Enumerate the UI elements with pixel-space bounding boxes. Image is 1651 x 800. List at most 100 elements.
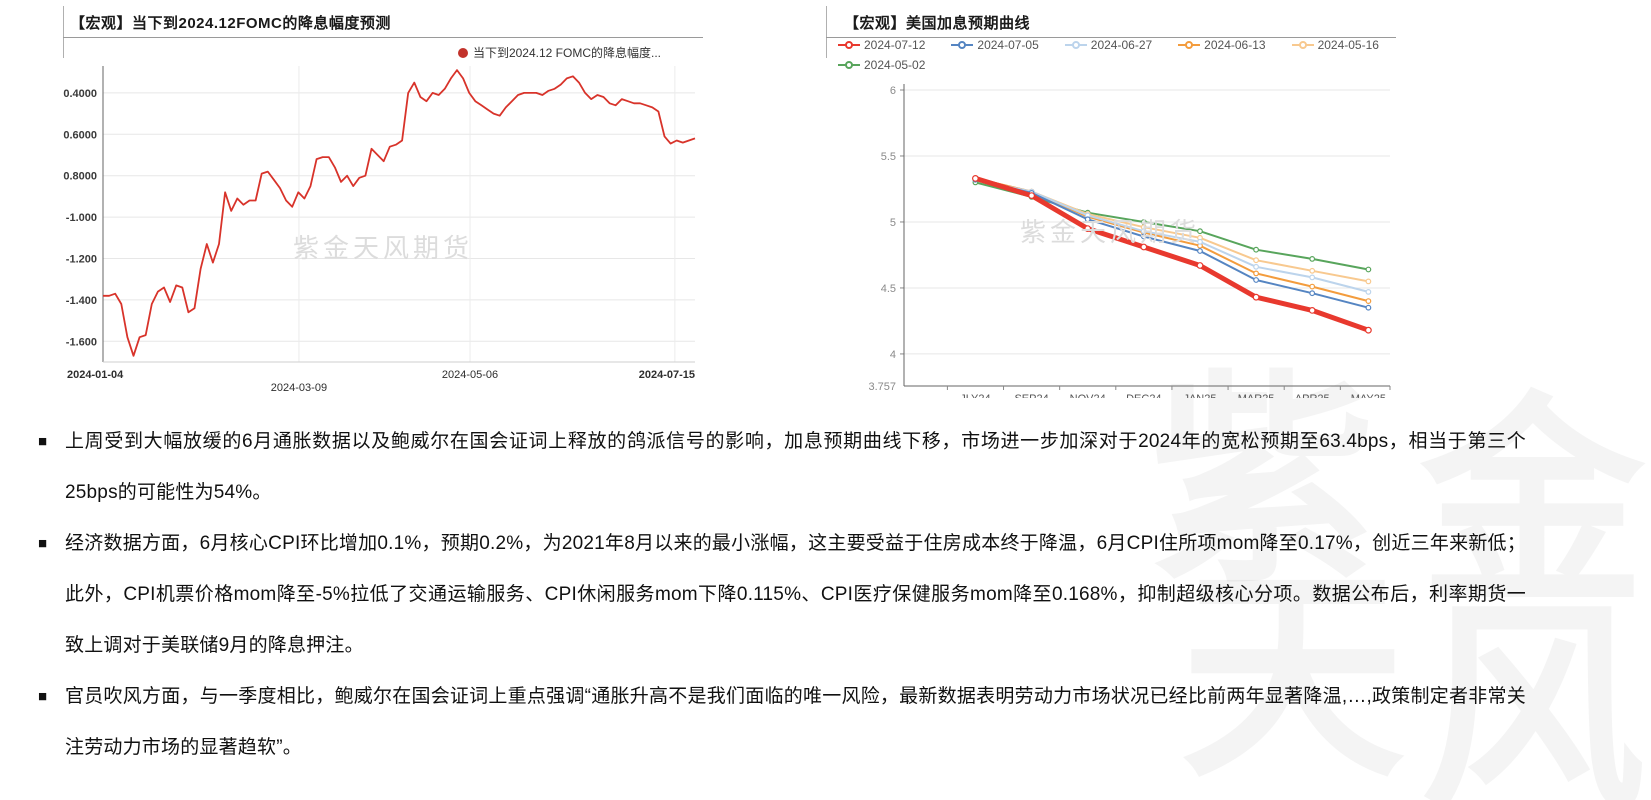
y-axis-min-label: 3.757 [868,381,896,393]
data-point-2024-05-02 [1140,219,1147,225]
bullet-text: 官员吹风方面，与一季度相比，鲍威尔在国会证词上重点强调“通胀升高不是我们面临的唯… [65,686,1526,758]
data-point-2024-05-02 [1197,228,1203,235]
data-point-2024-06-27 [1309,274,1316,281]
legend-dot-icon [457,47,468,58]
data-point-2024-05-02 [1365,266,1372,273]
legend-item-2024-05-16[interactable]: 2024-05-16 [1291,38,1379,52]
legend-label: 2024-06-13 [1204,38,1266,52]
legend-label: 2024-06-27 [1090,38,1153,52]
data-point-2024-06-13 [1309,283,1316,290]
series-line-2024-07-12 [974,176,1370,333]
x-axis-label: JLY24 [960,393,990,398]
data-point-2024-07-05 [1197,248,1203,254]
y-axis-label: -0.8000 [63,171,97,183]
title-divider [63,37,703,38]
panel-left-border [63,6,64,58]
legend-line-circle-icon [1064,40,1087,50]
data-point-2024-07-12 [971,174,979,182]
legend-item-2024-05-02[interactable]: 2024-05-02 [838,58,925,72]
data-point-2024-05-16 [1365,278,1372,285]
bullet-marker: ■ [38,535,48,552]
data-point-2024-06-27 [1365,288,1372,295]
data-point-2024-07-12 [1252,293,1260,301]
data-point-2024-07-12 [1308,306,1316,314]
data-point-2024-06-13 [1365,298,1372,305]
x-axis-label: SEP24 [1014,393,1048,398]
legend-line-circle-icon [1178,40,1201,50]
x-axis-label: DEC24 [1126,393,1161,398]
fomc-cut-forecast-panel: 【宏观】当下到2024.12FOMC的降息幅度预测 当下到2024.12 FOM… [63,6,703,398]
x-axis-label: 2024-03-09 [271,382,327,394]
data-point-2024-07-12 [1365,326,1372,334]
legend-label: 2024-07-05 [977,38,1039,52]
y-axis-label: 5.5 [881,151,896,163]
bullet-text: 上周受到大幅放缓的6月通胀数据以及鲍威尔在国会证词上释放的鸽派信号的影响，加息预… [65,431,1526,503]
data-point-2024-05-16 [1309,267,1316,274]
y-axis-label: 6 [890,85,896,97]
bullet-item-3: ■ 官员吹风方面，与一季度相比，鲍威尔在国会证词上重点强调“通胀升高不是我们面临的… [38,671,1526,773]
data-point-2024-05-02 [1253,246,1260,253]
legend-line-circle-icon [838,60,860,70]
data-point-2024-06-13 [1253,270,1260,277]
x-axis-label: MAR25 [1238,393,1275,398]
bullet-item-1: ■ 上周受到大幅放缓的6月通胀数据以及鲍威尔在国会证词上释放的鸽派信号的影响，加息… [38,416,1526,518]
y-axis-label: -1.400 [66,295,97,307]
data-point-2024-05-16 [1253,257,1260,264]
legend-label: 2024-07-12 [864,38,926,52]
bullet-marker: ■ [38,433,48,450]
x-axis-label: JAN25 [1183,393,1216,398]
data-point-2024-07-05 [1365,304,1372,311]
data-point-2024-05-02 [1309,255,1316,262]
left-chart-svg: -0.4000 -0.6000 -0.8000 -1.000 -1.200 -1.400 -… [63,66,696,394]
series-line-fomc-cut [103,69,696,357]
panel-right-border [826,6,827,58]
data-point-2024-07-05 [1084,216,1091,223]
y-axis-label: -0.4000 [63,88,97,100]
x-axis-label: 2024-01-04 [67,369,124,381]
y-axis-label: 4.5 [881,283,896,295]
y-axis-label: -1.600 [66,336,97,348]
x-axis-label: MAY25 [1351,393,1386,398]
data-point-2024-06-27 [1253,263,1260,270]
legend-item-2024-07-12[interactable]: 2024-07-12 [838,38,925,52]
legend-line-circle-icon [951,40,974,50]
right-chart-title: 【宏观】美国加息预期曲线 [844,15,1031,32]
legend-line-circle-icon [1291,40,1314,50]
x-axis-label: 2024-05-06 [442,369,498,381]
x-axis-label: APR25 [1295,393,1330,398]
data-point-2024-07-12 [1028,192,1036,199]
legend-item-2024-06-27[interactable]: 2024-06-27 [1064,38,1153,52]
y-axis-label: 4 [890,349,896,361]
legend-row: 2024-07-12 2024-07-05 2024-06-27 2024-06-13… [838,38,1379,52]
legend-line-circle-icon [838,40,860,50]
right-chart-legend: 2024-07-12 2024-07-05 2024-06-27 2024-06-13… [838,38,1379,78]
series-line-2024-07-05 [975,178,1369,309]
y-axis-label: -1.000 [66,212,97,224]
left-chart-legend-item[interactable]: 当下到2024.12 FOMC的降息幅度... [457,44,661,61]
bullet-item-2: ■ 经济数据方面，6月核心CPI环比增加0.1%，预期0.2%，为2021年8月以… [38,518,1526,671]
left-legend-label: 当下到2024.12 FOMC的降息幅度... [472,46,661,60]
fomc-cut-forecast-chart: -0.4000 -0.6000 -0.8000 -1.000 -1.200 -1.400 -… [63,58,703,396]
data-point-2024-07-12 [1140,243,1148,251]
data-point-2024-07-12 [1196,262,1204,269]
series-line-2024-06-27 [975,178,1369,293]
x-axis-label: 2024-07-15 [639,369,695,381]
data-point-2024-07-12 [1084,225,1092,233]
commentary-bullets: ■ 上周受到大幅放缓的6月通胀数据以及鲍威尔在国会证词上释放的鸽派信号的影响，加息… [38,416,1526,773]
data-point-2024-06-27 [1140,228,1147,235]
legend-item-2024-06-13[interactable]: 2024-06-13 [1178,38,1266,52]
data-point-2024-07-05 [1140,233,1147,240]
us-rate-curve-chart: 6 5.5 5 4.5 4 3.757 JLY24 SEP24 NOV24 DEC24 JAN25 M… [826,68,1396,398]
y-axis-label: -1.200 [66,254,97,266]
legend-label: 2024-05-02 [864,58,926,72]
left-chart-title: 【宏观】当下到2024.12FOMC的降息幅度预测 [70,15,391,32]
y-axis-label: -0.6000 [63,129,97,141]
right-chart-svg: 6 5.5 5 4.5 4 3.757 JLY24 SEP24 NOV24 DEC24 JAN25 M… [868,84,1391,398]
us-rate-curve-panel: 【宏观】美国加息预期曲线 2024-07-12 2024-07-05 2024-06… [826,6,1396,398]
data-point-2024-07-05 [1309,290,1316,297]
legend-label: 2024-05-16 [1317,38,1379,52]
x-axis-label: NOV24 [1070,393,1106,398]
legend-item-2024-07-05[interactable]: 2024-07-05 [951,38,1039,52]
legend-row: 2024-05-02 [838,58,1378,72]
